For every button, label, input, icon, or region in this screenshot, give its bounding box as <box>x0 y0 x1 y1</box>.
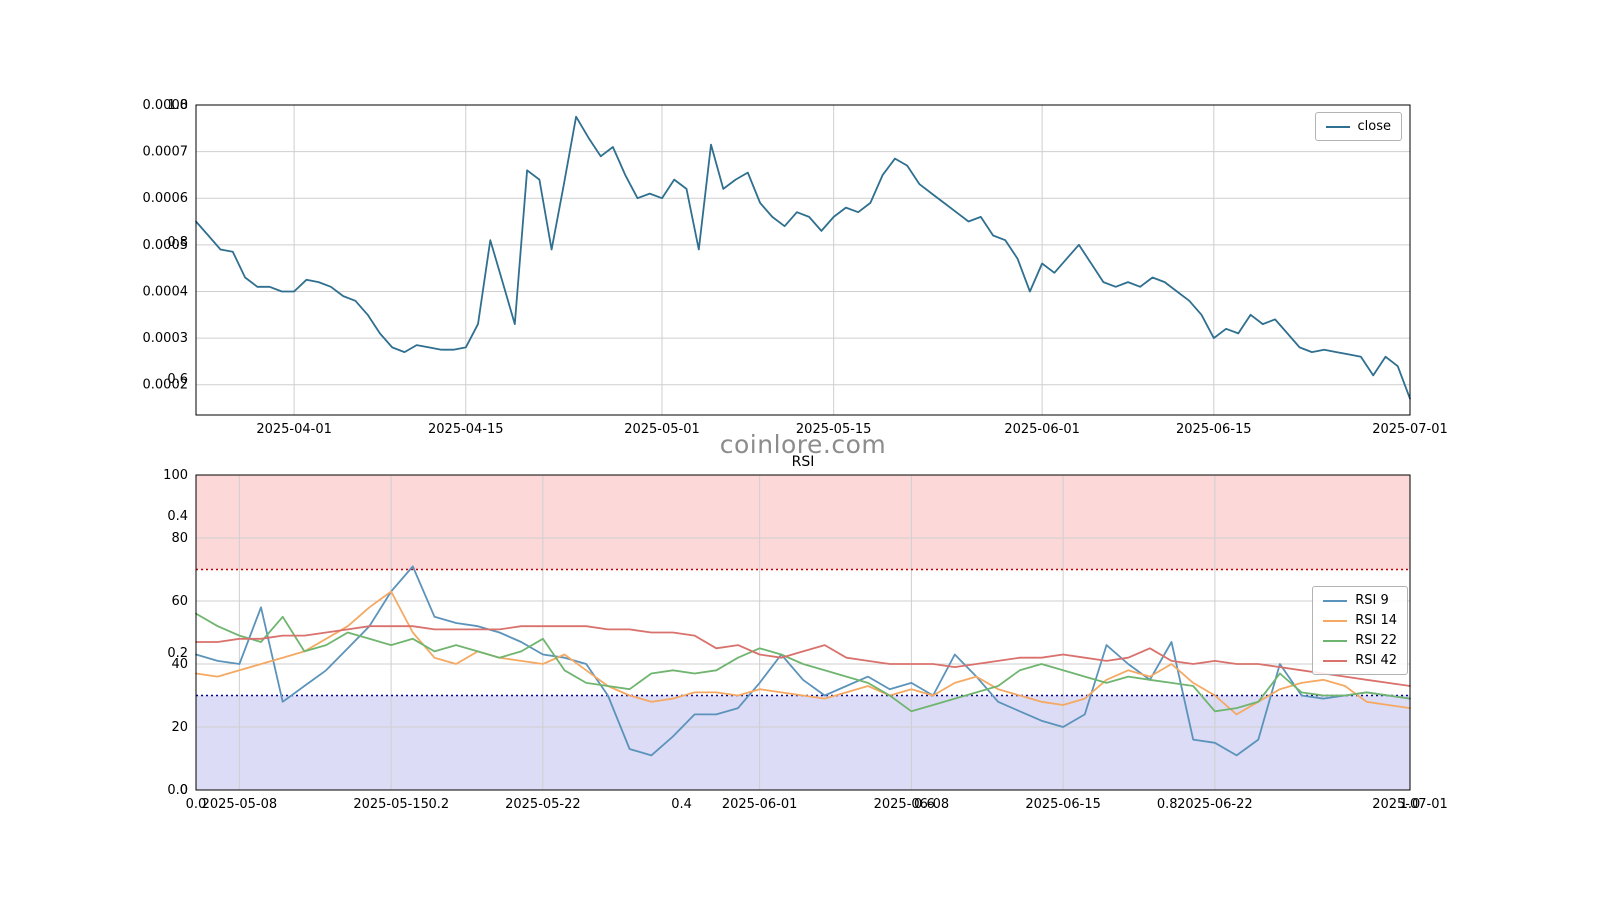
x-tick-label: 2025-04-01 <box>256 422 332 437</box>
plot-frame <box>195 104 1411 416</box>
legend-label-close: close <box>1357 119 1391 134</box>
y-tick-label: 0.0004 <box>143 285 189 300</box>
close-line-swatch <box>1325 125 1350 128</box>
x-tick-label: 2025-06-15 <box>1176 422 1252 437</box>
y-tick-label: 0 <box>180 783 188 798</box>
rsi14-line-swatch <box>1323 619 1348 622</box>
x-tick-label: 2025-05-08 <box>202 797 278 812</box>
x-tick-label: 2025-06-22 <box>1177 797 1253 812</box>
series-line-rsi-9 <box>195 565 1411 757</box>
x-tick-label: 2025-06-15 <box>1025 797 1101 812</box>
rsi42-line-swatch <box>1323 659 1348 662</box>
oversold-band <box>196 695 1410 790</box>
price-legend: close <box>1314 112 1402 141</box>
hidden-axis-y-label: 1.0 <box>167 98 188 113</box>
hidden-axis-y-label: 0.6 <box>167 372 188 387</box>
y-tick-label: 0.0002 <box>143 378 189 393</box>
hidden-axis-x-label: 0.0 <box>186 797 207 812</box>
y-tick-label: 0.0003 <box>143 331 189 346</box>
hidden-axis-y-label: 0.2 <box>167 646 188 661</box>
x-tick-label: 2025-05-01 <box>624 422 700 437</box>
rsi22-line-swatch <box>1323 639 1348 642</box>
legend-item-close: close <box>1325 118 1391 135</box>
legend-label-rsi9: RSI 9 <box>1355 593 1389 608</box>
hidden-axis-x-label: 0.4 <box>671 797 692 812</box>
rsi-chart-title: RSI <box>791 454 815 470</box>
x-tick-label: 2025-04-15 <box>428 422 504 437</box>
x-tick-label: 2025-05-15 <box>353 797 429 812</box>
legend-label-rsi22: RSI 22 <box>1355 633 1397 648</box>
x-tick-label: 2025-07-01 <box>1372 422 1448 437</box>
hidden-axis-y-label: 0.0 <box>167 783 188 798</box>
watermark: coinlore.com <box>719 430 887 459</box>
series-line-rsi-22 <box>195 612 1411 713</box>
y-tick-label: 60 <box>171 594 188 609</box>
x-tick-label: 2025-06-01 <box>1004 422 1080 437</box>
legend-item-rsi9: RSI 9 <box>1323 592 1397 609</box>
rsi9-line-swatch <box>1323 599 1348 602</box>
plot-frame <box>195 474 1411 791</box>
y-tick-label: 0.0005 <box>143 238 189 253</box>
legend-item-rsi14: RSI 14 <box>1323 612 1397 629</box>
x-tick-label: 2025-05-15 <box>796 422 872 437</box>
y-tick-label: 0.0006 <box>143 191 189 206</box>
legend-item-rsi42: RSI 42 <box>1323 652 1397 669</box>
hidden-axis-x-label: 0.8 <box>1157 797 1178 812</box>
series-line-close <box>195 115 1411 400</box>
hidden-axis-x-label: 0.6 <box>914 797 935 812</box>
overbought-band <box>196 475 1410 570</box>
x-tick-label: 2025-05-22 <box>505 797 581 812</box>
legend-label-rsi14: RSI 14 <box>1355 613 1397 628</box>
legend-item-rsi22: RSI 22 <box>1323 632 1397 649</box>
series-line-rsi-42 <box>195 625 1411 687</box>
legend-label-rsi42: RSI 42 <box>1355 653 1397 668</box>
hidden-axis-y-label: 0.8 <box>167 235 188 250</box>
x-tick-label: 2025-06-01 <box>722 797 798 812</box>
y-tick-label: 20 <box>171 720 188 735</box>
y-tick-label: 100 <box>163 468 188 483</box>
hidden-axis-y-label: 0.4 <box>167 509 188 524</box>
rsi-legend: RSI 9 RSI 14 RSI 22 RSI 42 <box>1312 586 1408 675</box>
x-tick-label: 2025-06-08 <box>874 797 950 812</box>
series-line-rsi-14 <box>195 590 1411 716</box>
x-tick-label: 2025-07-01 <box>1372 797 1448 812</box>
hidden-axis-x-label: 1.0 <box>1400 797 1421 812</box>
hidden-axis-x-label: 0.2 <box>428 797 449 812</box>
y-tick-label: 40 <box>171 657 188 672</box>
y-tick-label: 0.0008 <box>143 98 189 113</box>
y-tick-label: 80 <box>171 531 188 546</box>
y-tick-label: 0.0007 <box>143 145 189 160</box>
